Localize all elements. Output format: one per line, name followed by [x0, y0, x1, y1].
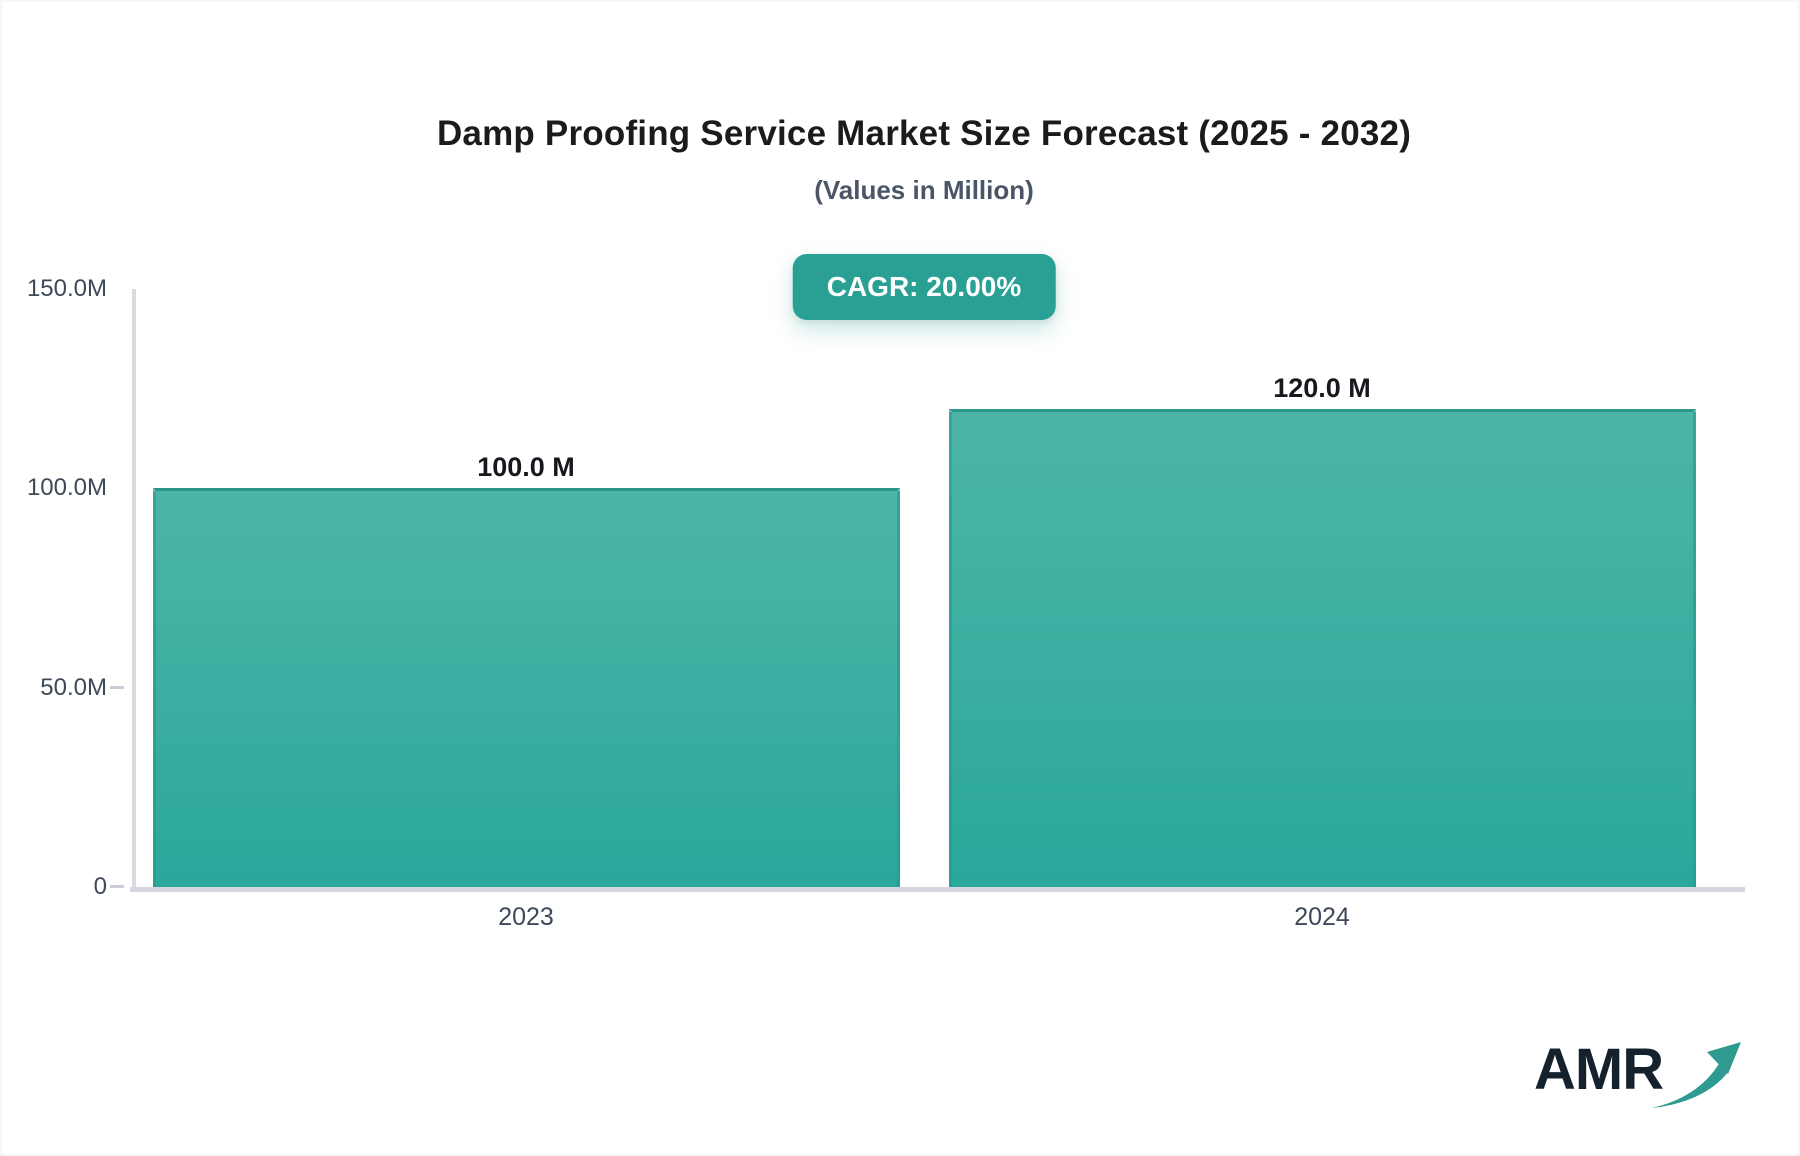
cagr-badge: CAGR: 20.00%	[792, 254, 1056, 320]
chart-subtitle: (Values in Million)	[814, 175, 1034, 205]
growth-arrow-icon	[1651, 1042, 1742, 1108]
x-axis-label: 2024	[1294, 903, 1350, 931]
y-axis-line	[132, 289, 136, 890]
x-axis-label: 2023	[498, 903, 554, 931]
bar-2023[interactable]	[152, 488, 900, 887]
y-tick-label: 100.0M	[26, 474, 107, 502]
x-axis-line	[130, 887, 1745, 892]
amr-logo: AMR	[1534, 1040, 1745, 1112]
y-tick-mark	[110, 685, 124, 689]
amr-logo-text: AMR	[1534, 1037, 1664, 1102]
bar-2024[interactable]	[948, 408, 1696, 887]
y-tick-label: 150.0M	[26, 275, 107, 302]
y-tick-label: 50.0M	[40, 673, 107, 701]
bar-value-label: 100.0 M	[477, 452, 575, 483]
y-tick-mark	[110, 885, 124, 888]
bar-value-label: 120.0 M	[1273, 372, 1371, 403]
chart-title: Damp Proofing Service Market Size Foreca…	[436, 114, 1412, 153]
y-tick-label: 0	[93, 873, 107, 900]
